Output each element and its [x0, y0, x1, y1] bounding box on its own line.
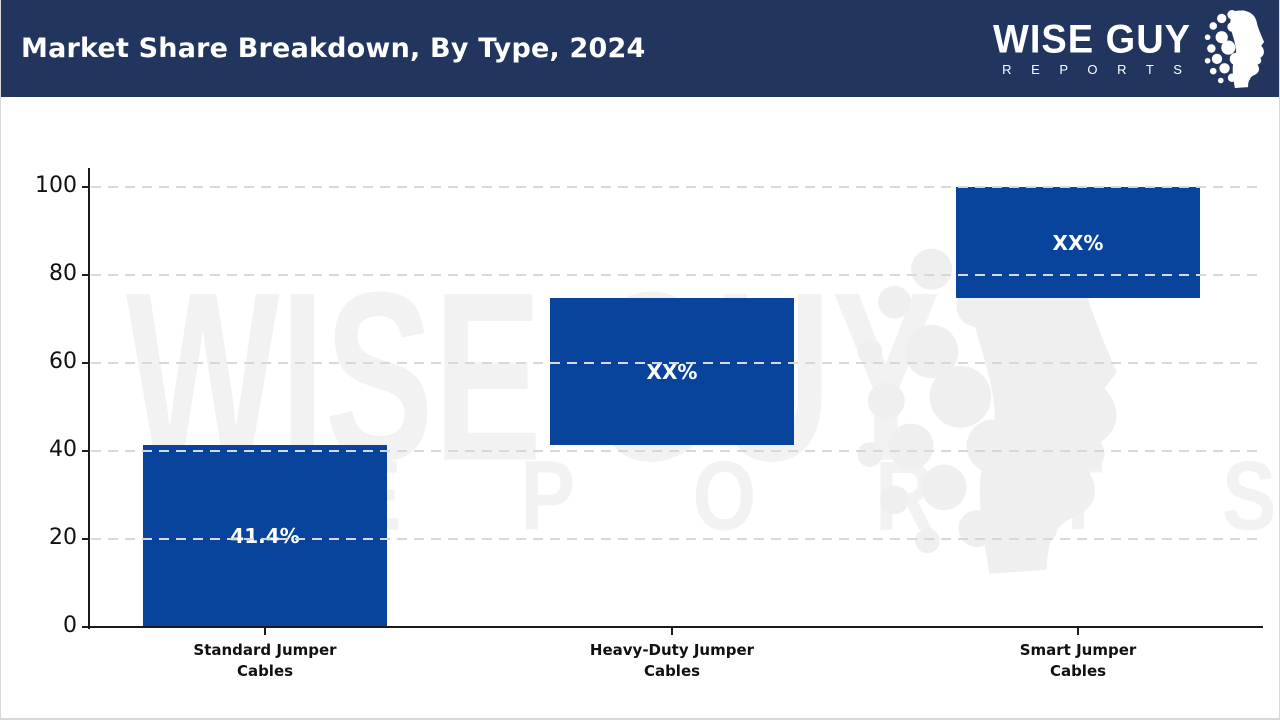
category-label-line1: Standard Jumper: [193, 641, 337, 659]
y-tick-label-100: 100: [35, 173, 77, 198]
y-tick-label-80: 80: [49, 261, 77, 286]
bar-smart-jumper-cables: XX%: [956, 187, 1200, 299]
logo-wordmark: WISE GUY: [992, 17, 1191, 63]
category-label-1: Standard Jumper Cables: [145, 640, 385, 682]
category-label-line2: Cables: [643, 662, 701, 680]
bar-standard-jumper-cables: 41.4%: [143, 444, 387, 627]
y-tickmark-20: [82, 538, 89, 540]
wiseguy-logo: WISE GUY R E P O R T S: [993, 0, 1269, 97]
category-label-line1: Smart Jumper: [1019, 641, 1137, 659]
gridline-y80: [91, 274, 1263, 276]
header-bar: Market Share Breakdown, By Type, 2024 WI…: [1, 0, 1279, 97]
y-tick-label-40: 40: [49, 437, 77, 462]
bar-heavy-duty-jumper-cables: XX%: [550, 298, 794, 445]
category-label-2: Heavy-Duty Jumper Cables: [552, 640, 792, 682]
wiseguy-logo-text: WISE GUY R E P O R T S: [992, 17, 1191, 77]
x-tickmark-3: [1077, 628, 1079, 635]
y-tickmark-60: [82, 362, 89, 364]
gridline-y100: [91, 186, 1263, 188]
gridline-y40: [91, 450, 1263, 452]
bar-value-label: XX%: [1052, 230, 1104, 255]
y-tickmark-80: [82, 274, 89, 276]
y-tick-label-60: 60: [49, 349, 77, 374]
x-axis: [88, 626, 1263, 628]
gridline-y60: [91, 362, 1263, 364]
category-label-line1: Heavy-Duty Jumper: [589, 641, 755, 659]
y-axis: [88, 168, 90, 629]
category-label-3: Smart Jumper Cables: [958, 640, 1198, 682]
category-label-line2: Cables: [1049, 662, 1107, 680]
chart-title: Market Share Breakdown, By Type, 2024: [21, 33, 646, 64]
x-tickmark-1: [264, 628, 266, 635]
y-tickmark-0: [82, 626, 89, 628]
y-tick-label-0: 0: [63, 613, 77, 638]
gridline-y20: [91, 538, 1263, 540]
y-tickmark-40: [82, 450, 89, 452]
category-label-line2: Cables: [236, 662, 294, 680]
logo-reports-text: R E P O R T S: [1002, 62, 1190, 77]
x-tickmark-2: [671, 628, 673, 635]
bar-value-label: 41.4%: [230, 523, 300, 548]
logo-dotted-head-icon: [1204, 9, 1265, 88]
y-tick-label-20: 20: [49, 525, 77, 550]
y-tickmark-100: [82, 186, 89, 188]
